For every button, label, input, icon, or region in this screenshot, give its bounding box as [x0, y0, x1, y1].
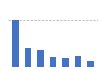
Bar	[50, 57, 56, 67]
Bar	[75, 56, 81, 67]
Bar	[12, 20, 19, 67]
Bar	[25, 48, 31, 67]
Bar	[62, 58, 69, 67]
Bar	[87, 61, 94, 67]
Bar	[37, 50, 44, 67]
